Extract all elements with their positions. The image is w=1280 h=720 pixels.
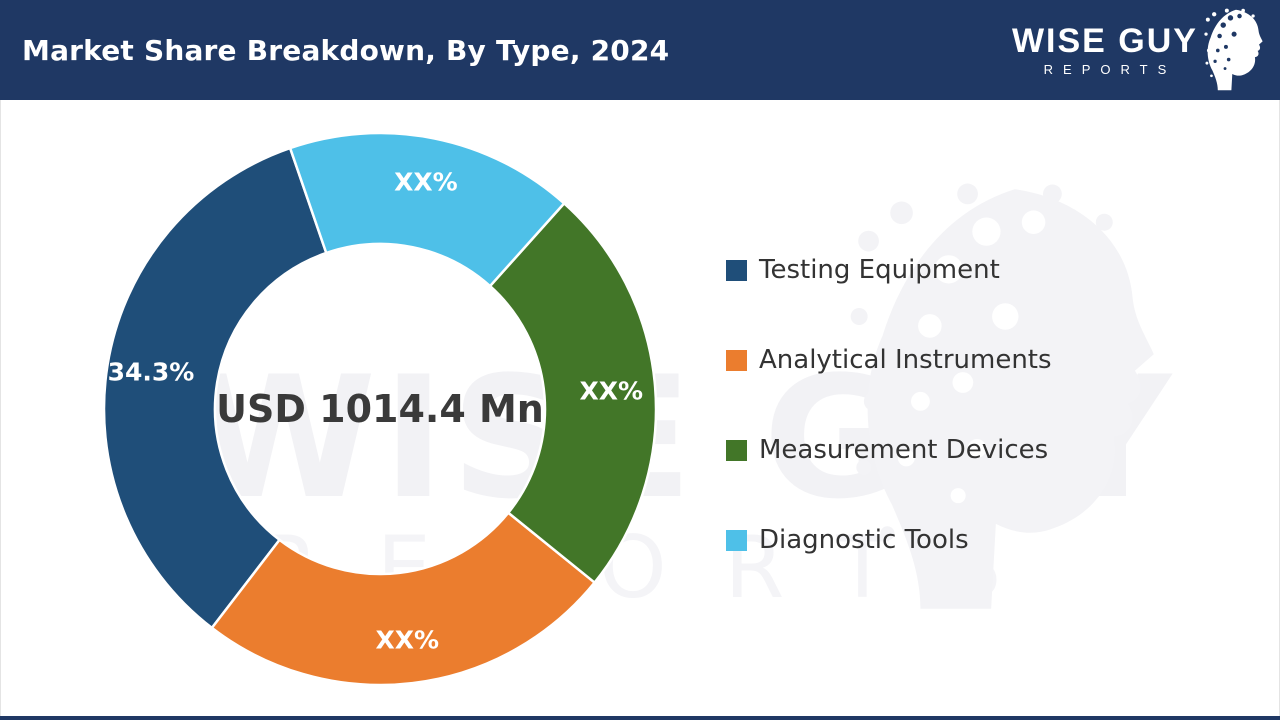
donut-center-value: USD 1014.4 Mn <box>216 387 544 431</box>
legend-swatch-testing-equipment <box>726 259 747 281</box>
header-bar: Market Share Breakdown, By Type, 2024 WI… <box>0 0 1280 100</box>
donut-segment-testing-equipment <box>102 146 328 630</box>
wise-guy-logo: WISE GUY REPORTS <box>1012 4 1268 96</box>
slice-label-analytical-instruments: XX% <box>375 625 439 654</box>
legend-item-testing-equipment: Testing Equipment <box>726 248 1052 292</box>
donut-segment-measurement-devices <box>488 202 658 584</box>
legend-label-diagnostic-tools: Diagnostic Tools <box>759 525 969 555</box>
logo-text: WISE GUY REPORTS <box>1012 23 1198 77</box>
footer-accent-bar <box>0 716 1280 720</box>
slice-label-testing-equipment: 34.3% <box>108 358 195 387</box>
donut-chart: 34.3% XX% XX% XX% <box>102 131 658 687</box>
legend-item-analytical-instruments: Analytical Instruments <box>726 338 1052 382</box>
legend-swatch-diagnostic-tools <box>726 529 747 551</box>
legend-label-analytical-instruments: Analytical Instruments <box>759 345 1052 375</box>
page-title: Market Share Breakdown, By Type, 2024 <box>22 33 670 67</box>
donut-segment-analytical-instruments <box>210 511 596 687</box>
logo-wordmark: WISE GUY <box>1011 22 1198 60</box>
chart-legend: Testing Equipment Analytical Instruments M… <box>726 248 1052 608</box>
legend-label-testing-equipment: Testing Equipment <box>759 255 1000 285</box>
legend-label-measurement-devices: Measurement Devices <box>759 435 1049 465</box>
slice-label-measurement-devices: XX% <box>579 376 643 405</box>
legend-item-measurement-devices: Measurement Devices <box>726 428 1052 472</box>
legend-item-diagnostic-tools: Diagnostic Tools <box>726 518 1052 562</box>
watermark-face-icon <box>850 183 1154 609</box>
donut-segment-diagnostic-tools <box>288 131 566 288</box>
logo-face-icon <box>1204 8 1263 91</box>
legend-swatch-analytical-instruments <box>726 349 747 371</box>
legend-swatch-measurement-devices <box>726 439 747 461</box>
logo-subtitle: REPORTS <box>1043 62 1177 77</box>
slice-label-diagnostic-tools: XX% <box>394 168 458 197</box>
